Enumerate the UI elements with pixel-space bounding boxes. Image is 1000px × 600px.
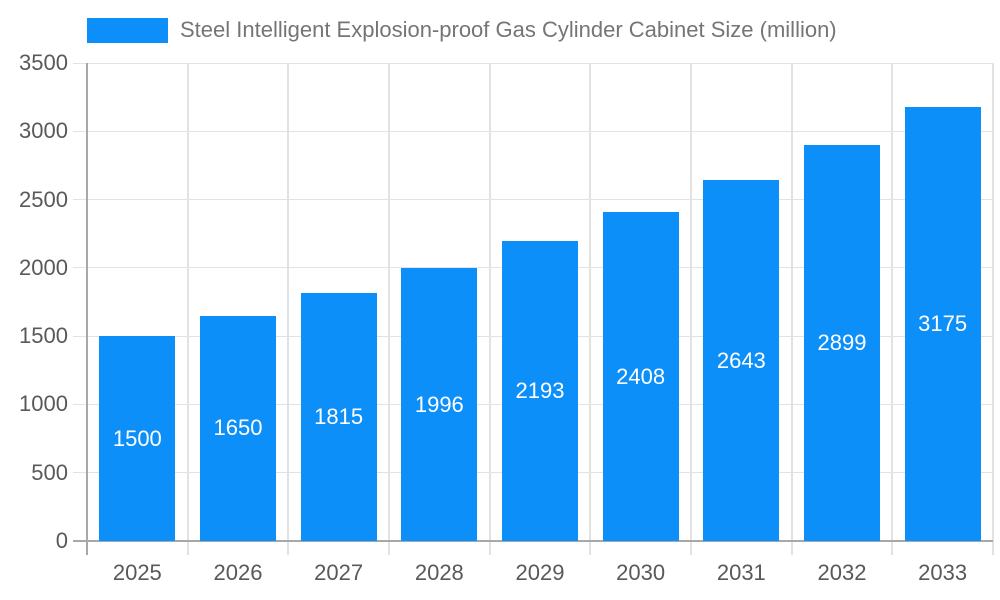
bar-value-label: 1815 (314, 404, 364, 430)
x-tick-label: 2032 (817, 560, 867, 585)
bar-2029[interactable] (502, 241, 578, 541)
y-tick-label: 3000 (19, 118, 68, 144)
x-axis-line (73, 540, 993, 542)
y-tick-label: 1000 (19, 391, 68, 417)
x-gridline (589, 63, 592, 555)
x-gridline (186, 63, 189, 555)
bar-2028[interactable] (401, 268, 478, 541)
x-tick-label: 2033 (918, 560, 968, 585)
x-tick-label: 2029 (515, 560, 565, 585)
y-tick-label: 2000 (19, 254, 68, 280)
bar-2031[interactable] (703, 180, 780, 541)
bar-2032[interactable] (804, 145, 880, 541)
y-tick-label: 1500 (19, 323, 68, 349)
legend[interactable]: Steel Intelligent Explosion-proof Gas Cy… (0, 0, 1000, 56)
x-tick-label: 2031 (716, 560, 766, 585)
bar-value-label: 1996 (414, 391, 464, 417)
bar-value-label: 2899 (817, 330, 867, 356)
bar-value-label: 2643 (716, 347, 766, 373)
bar-2026[interactable] (200, 315, 276, 541)
x-tick-label: 2030 (616, 560, 666, 585)
bar-2030[interactable] (602, 212, 679, 541)
x-tick-label: 2025 (112, 560, 162, 585)
x-gridline (488, 63, 491, 555)
bar-value-label: 3175 (918, 311, 968, 337)
bar-value-label: 1500 (112, 425, 162, 451)
x-gridline (690, 63, 692, 555)
y-gridline (73, 130, 993, 132)
x-gridline (287, 63, 290, 555)
x-gridline (388, 63, 390, 555)
bar-2027[interactable] (300, 293, 377, 541)
legend-label: Steel Intelligent Explosion-proof Gas Cy… (180, 17, 837, 42)
bar-value-label: 2193 (515, 378, 565, 404)
x-tick-label: 2028 (414, 560, 464, 585)
bar-2025[interactable] (99, 336, 176, 541)
y-gridline (73, 199, 993, 201)
y-tick-label: 3500 (19, 50, 68, 75)
y-tick-label: 500 (31, 459, 68, 485)
x-gridline (992, 63, 994, 555)
legend-swatch (87, 18, 168, 43)
x-tick-label: 2026 (213, 560, 263, 585)
y-axis-line (86, 63, 88, 555)
y-gridline (73, 62, 993, 64)
bar-value-label: 2408 (616, 363, 666, 389)
x-gridline (790, 63, 793, 555)
x-gridline (891, 63, 894, 555)
x-tick-label: 2027 (314, 560, 364, 585)
y-tick-label: 0 (55, 528, 68, 553)
y-tick-label: 2500 (19, 186, 68, 212)
bar-value-label: 1650 (213, 415, 263, 441)
bar-2033[interactable] (904, 107, 981, 541)
